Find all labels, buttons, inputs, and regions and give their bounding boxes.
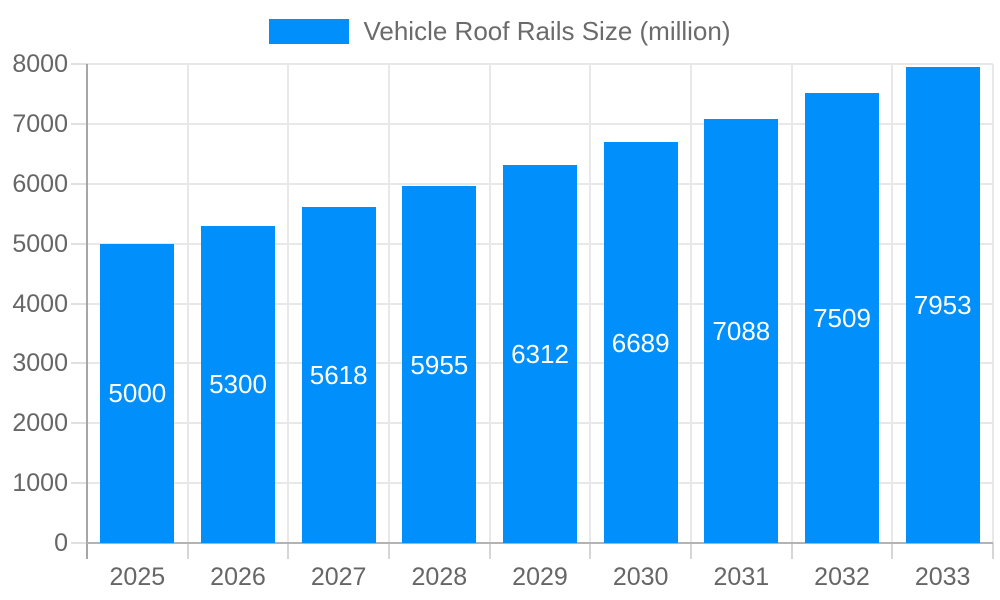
y-axis-tick [71,122,87,125]
x-axis-tick-label: 2029 [512,563,568,591]
bar-value-label: 5000 [108,378,167,409]
y-axis-line [86,64,88,559]
x-axis-tick-label: 2025 [109,563,166,591]
gridline-vertical [891,64,894,543]
gridline-horizontal [87,63,993,65]
y-axis-tick [71,302,87,305]
y-axis-tick [71,242,87,245]
bar-value-label: 7088 [712,315,771,346]
bar[interactable] [503,165,577,543]
y-axis-tick-label: 2000 [12,409,68,438]
gridline-vertical [287,64,290,543]
y-axis-tick [71,482,87,485]
bar[interactable] [100,243,175,543]
legend-label: Vehicle Roof Rails Size (million) [363,16,731,46]
y-axis-tick-label: 8000 [12,50,68,78]
y-axis-tick [71,362,87,365]
gridline-vertical [690,64,692,543]
legend-swatch [269,19,350,44]
y-axis-tick-label: 3000 [12,349,68,378]
gridline-horizontal [87,122,993,125]
y-axis-tick [71,63,87,65]
bar[interactable] [402,186,477,543]
bar[interactable] [805,93,879,543]
x-axis-tick [287,543,290,559]
gridline-vertical [790,64,793,543]
x-axis-tick [891,543,894,559]
y-axis-tick [71,182,87,185]
bar-value-label: 6689 [611,327,670,358]
gridline-vertical [589,64,592,543]
x-axis-tick-label: 2027 [310,563,367,591]
x-axis-tick [488,543,491,559]
y-axis-tick-label: 6000 [12,169,68,198]
x-axis-line [87,542,993,544]
x-axis-tick [589,543,592,559]
gridline-vertical [992,64,994,543]
legend-item[interactable]: Vehicle Roof Rails Size (million) [0,16,1000,47]
bar[interactable] [704,118,779,543]
bar[interactable] [905,66,980,543]
y-axis-tick [71,422,87,425]
x-axis-tick-label: 2032 [814,563,870,591]
x-axis-tick [992,543,994,559]
bar-value-label: 5955 [410,349,469,380]
bar-value-label: 7509 [813,303,871,334]
x-axis-tick [790,543,793,559]
gridline-vertical [388,64,390,543]
x-axis-tick-label: 2028 [411,563,468,591]
y-axis-tick-label: 7000 [12,109,68,138]
y-axis-tick-label: 5000 [12,229,68,258]
bar[interactable] [301,206,376,543]
x-axis-tick [690,543,692,559]
gridline-vertical [186,64,189,543]
y-axis-tick-label: 4000 [12,289,68,318]
bar[interactable] [603,142,678,543]
x-axis-tick-label: 2030 [612,563,669,591]
bar-value-label: 5300 [209,369,267,400]
gridline-vertical [488,64,491,543]
y-axis-tick [71,542,87,544]
bar-value-label: 7953 [913,289,972,320]
y-axis-tick-label: 1000 [12,469,68,498]
x-axis-tick-label: 2033 [914,563,971,591]
bar-value-label: 5618 [309,359,368,390]
x-axis-tick-label: 2026 [210,563,266,591]
x-axis-tick [388,543,390,559]
bar-value-label: 6312 [511,339,569,370]
y-axis-tick-label: 0 [54,529,68,557]
bar[interactable] [201,225,275,543]
x-axis-tick [186,543,189,559]
x-axis-tick-label: 2031 [713,563,770,591]
